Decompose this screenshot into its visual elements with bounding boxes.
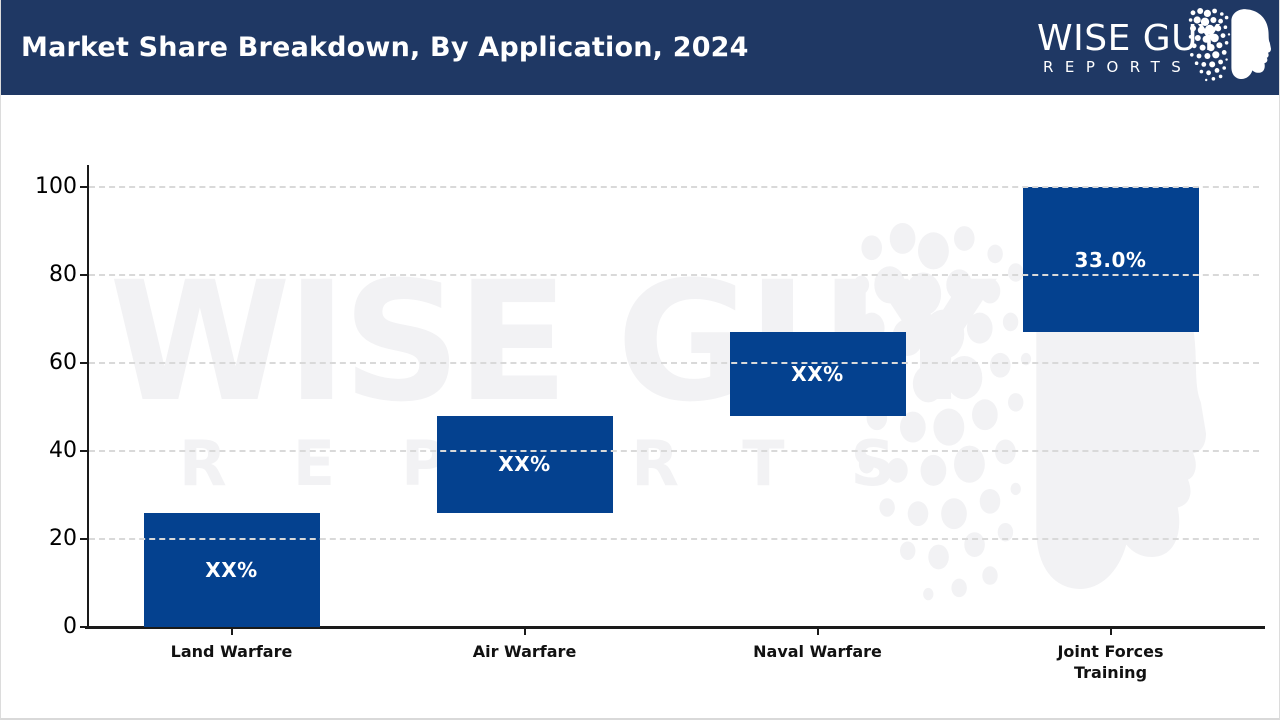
plot-area: 0 20 40 60 80 100 Land Warfare Air Warfare Naval…	[1, 95, 1279, 718]
logo-wordmark: WISE GUY	[1037, 18, 1221, 59]
x-axis-tick	[1109, 629, 1112, 635]
chart-title: Market Share Breakdown, By Application, …	[21, 32, 749, 63]
wiseguy-logo: WISE GUY REPORTS	[1037, 8, 1271, 82]
x-axis-tick	[230, 629, 233, 635]
y-tick-label: 40	[49, 438, 77, 463]
bar-value-label: XX%	[791, 361, 844, 386]
x-tick-label: Naval Warfare	[753, 642, 882, 661]
gridline	[89, 538, 1259, 540]
y-tick-label: 100	[35, 174, 77, 199]
header-bar: Market Share Breakdown, By Application, …	[1, 0, 1279, 95]
y-axis-tick	[80, 538, 88, 540]
x-axis-tick	[523, 629, 526, 635]
y-axis-line	[87, 165, 89, 627]
bar-segment: XX%	[729, 332, 906, 416]
bar-value-label: XX%	[205, 557, 258, 582]
bar-segment: XX%	[143, 512, 320, 627]
bar-value-label: 33.0%	[1074, 247, 1147, 272]
bar-value-label: XX%	[498, 452, 551, 477]
y-axis-tick	[80, 362, 88, 364]
y-tick-label: 0	[63, 614, 77, 639]
y-axis-tick	[80, 274, 88, 276]
y-axis-tick	[80, 450, 88, 452]
y-axis-tick	[80, 626, 88, 628]
x-axis-line	[85, 626, 1265, 629]
x-tick-label: Joint Forces Training	[1057, 642, 1164, 682]
gridline	[89, 274, 1259, 276]
y-tick-label: 80	[49, 262, 77, 287]
gridline	[89, 450, 1259, 452]
bar-segment: XX%	[436, 415, 613, 513]
gridline	[89, 186, 1259, 188]
x-axis-tick	[816, 629, 819, 635]
x-tick-label: Air Warfare	[472, 642, 577, 661]
y-axis-tick	[80, 186, 88, 188]
y-tick-label: 60	[49, 350, 77, 375]
x-tick-label: Land Warfare	[170, 642, 293, 661]
gridline	[89, 362, 1259, 364]
logo-subtitle: REPORTS	[1043, 58, 1192, 76]
bar-segment: 33.0%	[1022, 187, 1199, 333]
y-tick-label: 20	[49, 526, 77, 551]
